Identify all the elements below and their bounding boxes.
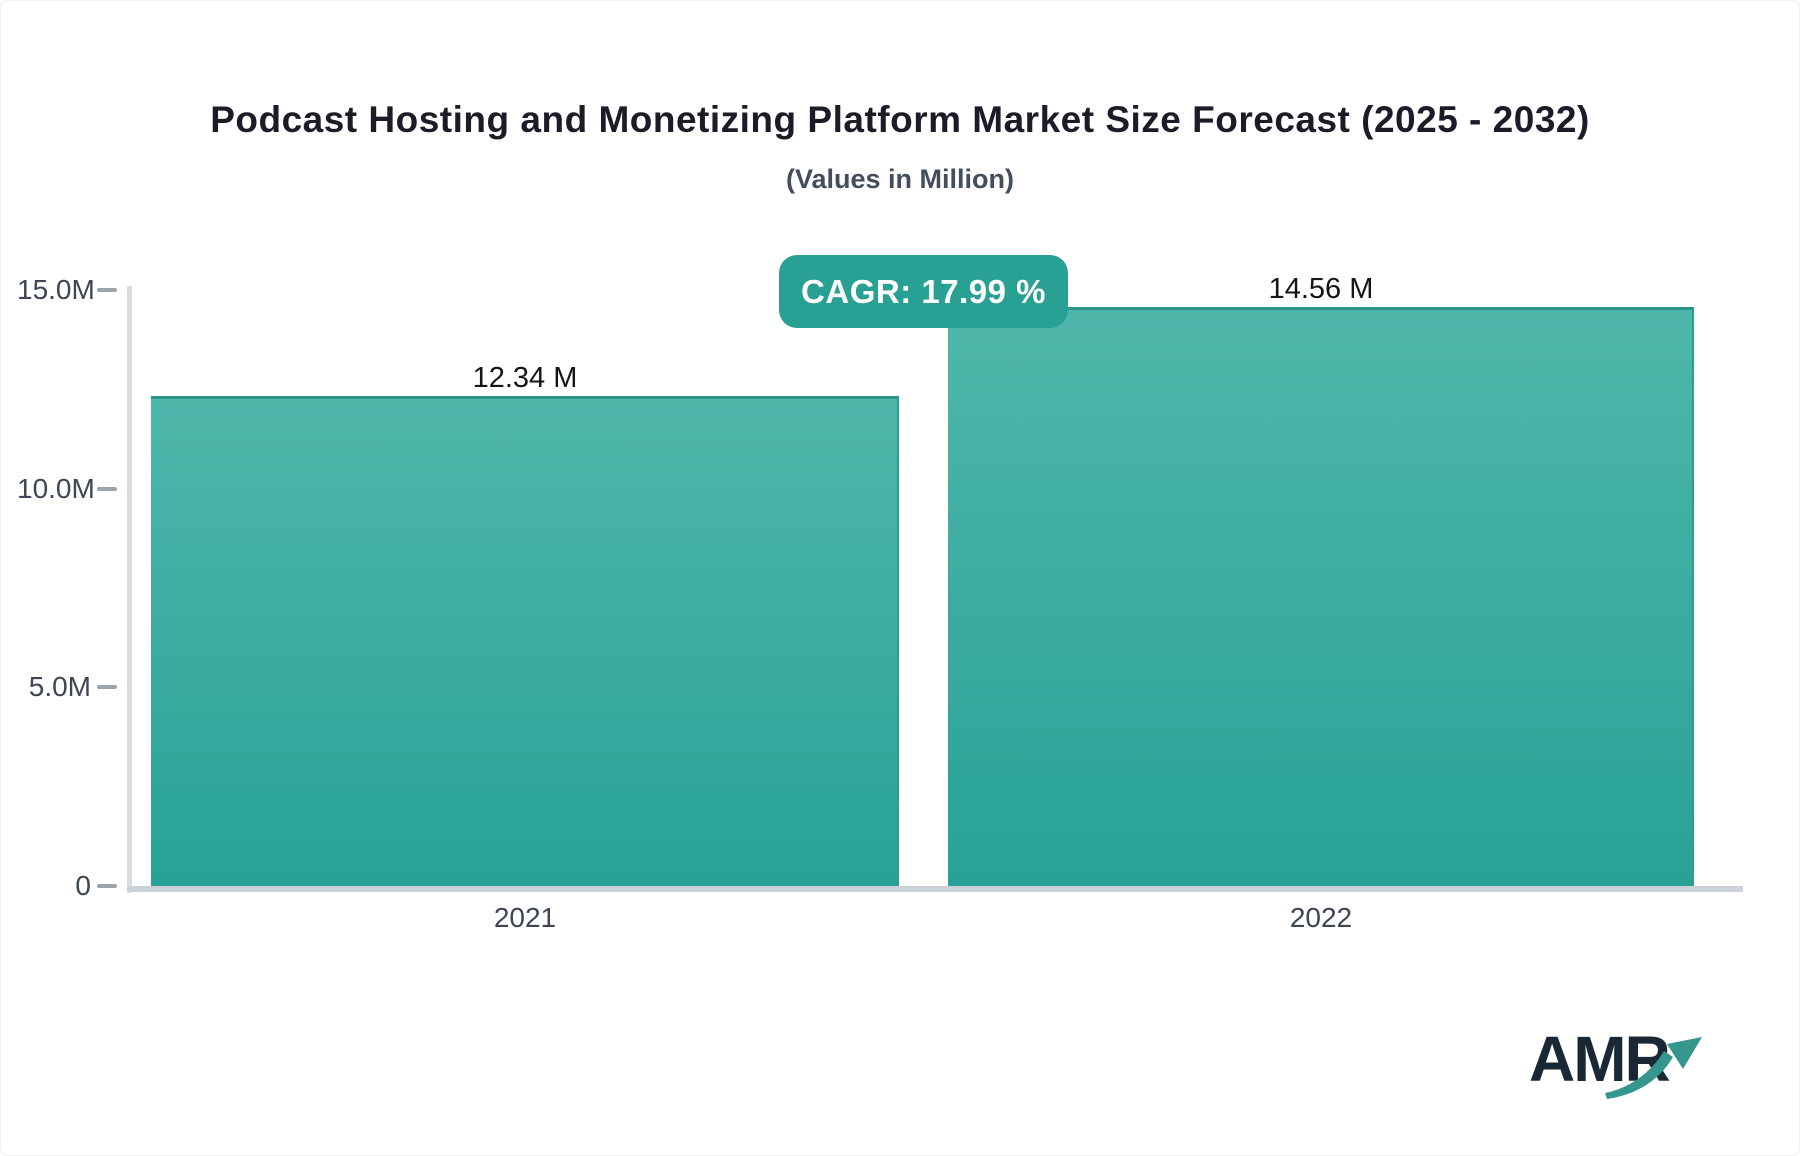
bar-2022[interactable]: [948, 307, 1694, 886]
bar-2021[interactable]: [151, 395, 899, 886]
chart-title: Podcast Hosting and Monetizing Platform …: [210, 99, 1590, 140]
cagr-badge: CAGR: 17.99 %: [779, 255, 1068, 328]
y-axis-line: [127, 286, 132, 893]
y-tick-label: 0: [75, 870, 91, 901]
x-axis-label: 2022: [1289, 902, 1353, 933]
y-tick-mark: [97, 486, 117, 491]
y-tick-label: 5.0M: [28, 671, 91, 703]
bar-value-label: 12.34 M: [472, 361, 578, 394]
x-axis-label: 2021: [493, 902, 557, 933]
y-tick-mark: [97, 884, 117, 888]
x-axis-baseline: [127, 886, 1743, 892]
bar-value-label: 14.56 M: [1268, 273, 1374, 306]
chart-subtitle: (Values in Million): [785, 164, 1015, 194]
growth-arrow-icon: [1605, 1037, 1702, 1099]
y-tick-mark: [97, 288, 117, 292]
y-tick-label: 10.0M: [17, 472, 95, 504]
y-tick-mark: [97, 685, 117, 690]
amr-logo: AMR: [1529, 1027, 1739, 1122]
y-tick-label: 15.0M: [17, 274, 95, 305]
